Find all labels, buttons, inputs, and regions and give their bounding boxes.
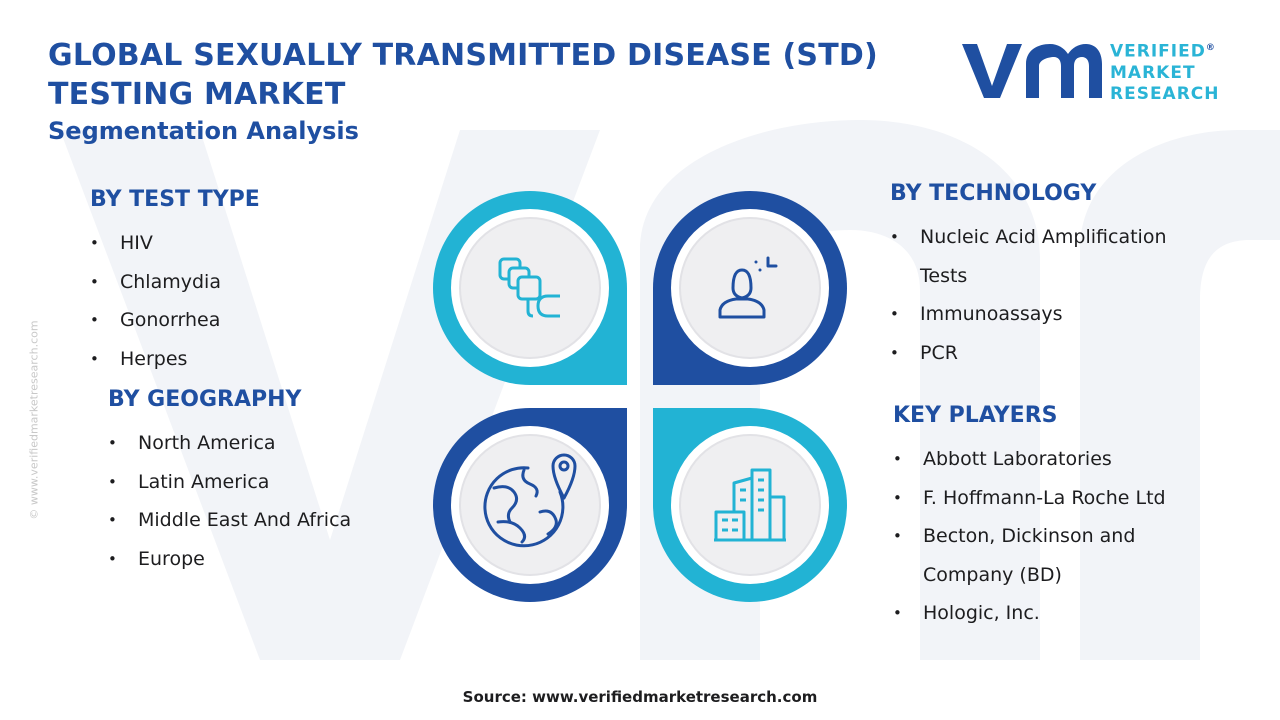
geography-heading: BY GEOGRAPHY bbox=[108, 387, 302, 412]
list-item: F. Hoffmann-La Roche Ltd bbox=[893, 479, 1166, 518]
technology-heading: BY TECHNOLOGY bbox=[890, 181, 1097, 206]
key-players-list: Abbott Laboratories F. Hoffmann-La Roche… bbox=[893, 440, 1166, 633]
company-logo: VERIFIED® MARKET RESEARCH bbox=[962, 36, 1242, 106]
list-item: Nucleic Acid Amplification bbox=[890, 218, 1167, 257]
logo-wordmark: VERIFIED® MARKET RESEARCH bbox=[1110, 38, 1242, 105]
petal-bottom-right-disc bbox=[679, 434, 821, 576]
list-item: Immunoassays bbox=[890, 295, 1167, 334]
key-players-heading: KEY PLAYERS bbox=[893, 403, 1058, 428]
list-item: Herpes bbox=[90, 340, 221, 379]
geography-list: North America Latin America Middle East … bbox=[108, 424, 351, 578]
segmentation-graphic bbox=[433, 191, 847, 602]
vmr-logo-mark bbox=[962, 44, 1102, 98]
petal-bottom-left-disc bbox=[459, 434, 601, 576]
logo-line-verified: VERIFIED® bbox=[1110, 41, 1216, 62]
list-item: Chlamydia bbox=[90, 263, 221, 302]
list-item: Abbott Laboratories bbox=[893, 440, 1166, 479]
blocks-icon bbox=[498, 257, 560, 318]
page-subtitle: Segmentation Analysis bbox=[48, 117, 359, 145]
page-title: GLOBAL SEXUALLY TRANSMITTED DISEASE (STD… bbox=[48, 38, 878, 112]
side-copyright: © www.verifiedmarketresearch.com bbox=[27, 320, 41, 520]
list-item: Latin America bbox=[108, 463, 351, 502]
list-item: Middle East And Africa bbox=[108, 501, 351, 540]
list-item-continuation: Tests bbox=[920, 264, 968, 287]
logo-line-market: MARKET bbox=[1110, 62, 1196, 83]
list-item: North America bbox=[108, 424, 351, 463]
list-item: Gonorrhea bbox=[90, 301, 221, 340]
test-type-list: HIV Chlamydia Gonorrhea Herpes bbox=[90, 224, 221, 378]
list-item: Europe bbox=[108, 540, 351, 579]
list-item: Becton, Dickinson and bbox=[893, 517, 1166, 556]
person-scan-icon bbox=[718, 256, 778, 319]
list-item: Hologic, Inc. bbox=[893, 594, 1166, 633]
source-note: Source: www.verifiedmarketresearch.com bbox=[462, 688, 818, 706]
list-item: HIV bbox=[90, 224, 221, 263]
globe-location-icon bbox=[483, 453, 577, 548]
list-item-continuation: Company (BD) bbox=[923, 563, 1062, 586]
test-type-heading: BY TEST TYPE bbox=[90, 187, 260, 212]
list-item: PCR bbox=[890, 334, 1167, 373]
buildings-icon bbox=[714, 468, 786, 542]
technology-list: Nucleic Acid Amplification Tests Immunoa… bbox=[890, 218, 1167, 372]
logo-line-research: RESEARCH bbox=[1110, 83, 1220, 104]
